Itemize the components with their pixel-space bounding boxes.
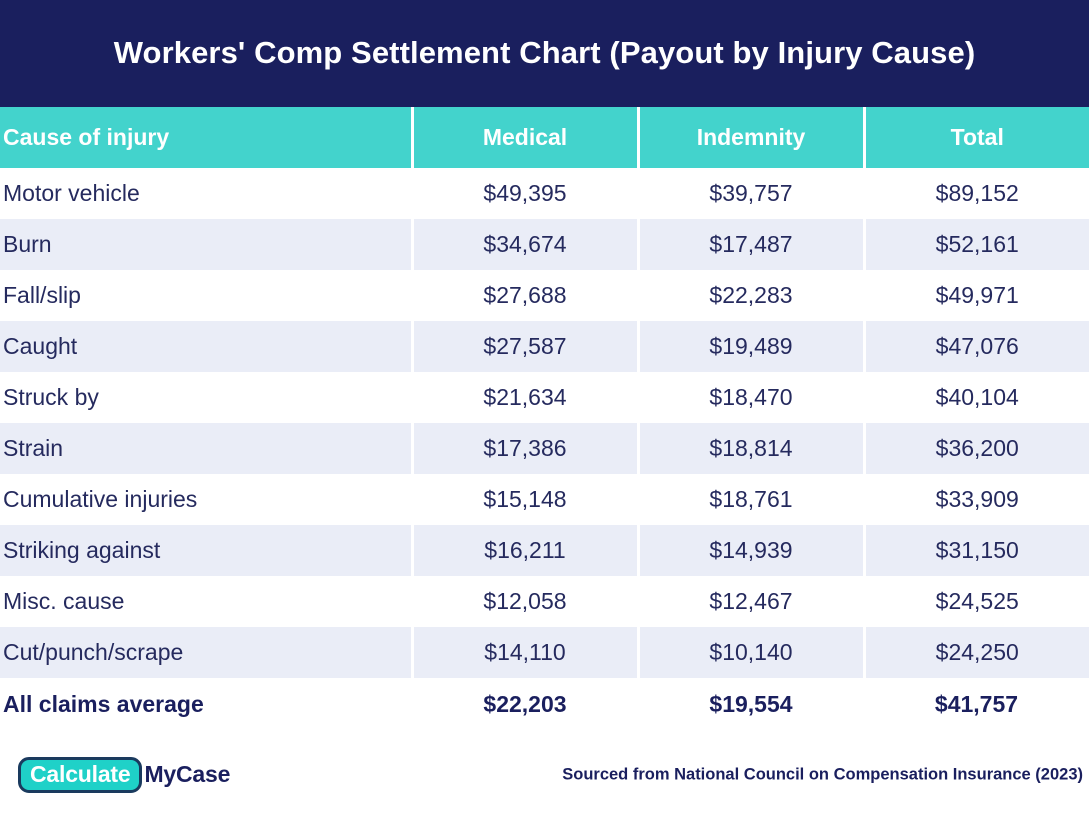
table-row: Fall/slip $27,688 $22,283 $49,971 <box>0 270 1089 321</box>
table-row: Motor vehicle $49,395 $39,757 $89,152 <box>0 168 1089 219</box>
table-row: Misc. cause $12,058 $12,467 $24,525 <box>0 576 1089 627</box>
cell-medical: $21,634 <box>412 372 640 423</box>
cell-indemnity: $12,467 <box>638 576 866 627</box>
cell-total: $41,757 <box>864 678 1089 731</box>
table-row-total: All claims average $22,203 $19,554 $41,757 <box>0 678 1089 731</box>
cell-cause: Caught <box>0 321 414 372</box>
table-row: Burn $34,674 $17,487 $52,161 <box>0 219 1089 270</box>
footer: Calculate MyCase Sourced from National C… <box>0 731 1089 819</box>
cell-cause: Fall/slip <box>0 270 414 321</box>
cell-medical: $14,110 <box>412 627 640 678</box>
table-body: Motor vehicle $49,395 $39,757 $89,152 Burn $3… <box>0 168 1089 731</box>
settlement-table: Cause of injury Medical Indemnity Total … <box>0 107 1089 731</box>
table-row: Cumulative injuries $15,148 $18,761 $33,909 <box>0 474 1089 525</box>
table-row: Struck by $21,634 $18,470 $40,104 <box>0 372 1089 423</box>
cell-cause: All claims average <box>0 678 412 731</box>
cell-medical: $16,211 <box>412 525 640 576</box>
cell-medical: $15,148 <box>412 474 640 525</box>
cell-total: $24,525 <box>864 576 1089 627</box>
table-row: Striking against $16,211 $14,939 $31,150 <box>0 525 1089 576</box>
cell-total: $40,104 <box>864 372 1089 423</box>
logo-pill-calculate: Calculate <box>18 756 143 794</box>
cell-medical: $22,203 <box>412 678 638 731</box>
cell-medical: $49,395 <box>412 168 640 219</box>
brand-logo: Calculate MyCase <box>18 756 231 794</box>
table-header: Cause of injury Medical Indemnity Total <box>0 107 1089 168</box>
table-row: Cut/punch/scrape $14,110 $10,140 $24,250 <box>0 627 1089 678</box>
cell-total: $36,200 <box>864 423 1089 474</box>
cell-cause: Motor vehicle <box>0 168 414 219</box>
cell-medical: $27,688 <box>412 270 640 321</box>
title-banner: Workers' Comp Settlement Chart (Payout b… <box>0 0 1089 107</box>
logo-word-mycase: MyCase <box>144 761 231 788</box>
cell-indemnity: $18,761 <box>638 474 866 525</box>
source-attribution: Sourced from National Council on Compens… <box>562 765 1083 784</box>
cell-indemnity: $39,757 <box>638 168 866 219</box>
cell-total: $31,150 <box>864 525 1089 576</box>
cell-indemnity: $18,470 <box>638 372 866 423</box>
page-title: Workers' Comp Settlement Chart (Payout b… <box>113 35 976 71</box>
cell-total: $89,152 <box>864 168 1089 219</box>
cell-cause: Misc. cause <box>0 576 414 627</box>
table-row: Caught $27,587 $19,489 $47,076 <box>0 321 1089 372</box>
column-header-cause: Cause of injury <box>0 107 414 168</box>
cell-cause: Burn <box>0 219 414 270</box>
cell-medical: $34,674 <box>412 219 640 270</box>
cell-indemnity: $17,487 <box>638 219 866 270</box>
table-row: Strain $17,386 $18,814 $36,200 <box>0 423 1089 474</box>
cell-medical: $17,386 <box>412 423 640 474</box>
cell-indemnity: $19,554 <box>638 678 864 731</box>
cell-indemnity: $22,283 <box>638 270 866 321</box>
column-header-total: Total <box>864 107 1089 168</box>
cell-cause: Cut/punch/scrape <box>0 627 414 678</box>
column-header-indemnity: Indemnity <box>638 107 866 168</box>
cell-indemnity: $19,489 <box>638 321 866 372</box>
cell-medical: $12,058 <box>412 576 640 627</box>
cell-medical: $27,587 <box>412 321 640 372</box>
cell-cause: Strain <box>0 423 414 474</box>
cell-cause: Striking against <box>0 525 414 576</box>
cell-indemnity: $14,939 <box>638 525 866 576</box>
cell-total: $52,161 <box>864 219 1089 270</box>
column-header-medical: Medical <box>412 107 640 168</box>
cell-cause: Cumulative injuries <box>0 474 414 525</box>
cell-total: $47,076 <box>864 321 1089 372</box>
cell-indemnity: $18,814 <box>638 423 866 474</box>
cell-total: $24,250 <box>864 627 1089 678</box>
table-header-row: Cause of injury Medical Indemnity Total <box>0 107 1089 168</box>
cell-total: $33,909 <box>864 474 1089 525</box>
cell-indemnity: $10,140 <box>638 627 866 678</box>
cell-cause: Struck by <box>0 372 414 423</box>
cell-total: $49,971 <box>864 270 1089 321</box>
